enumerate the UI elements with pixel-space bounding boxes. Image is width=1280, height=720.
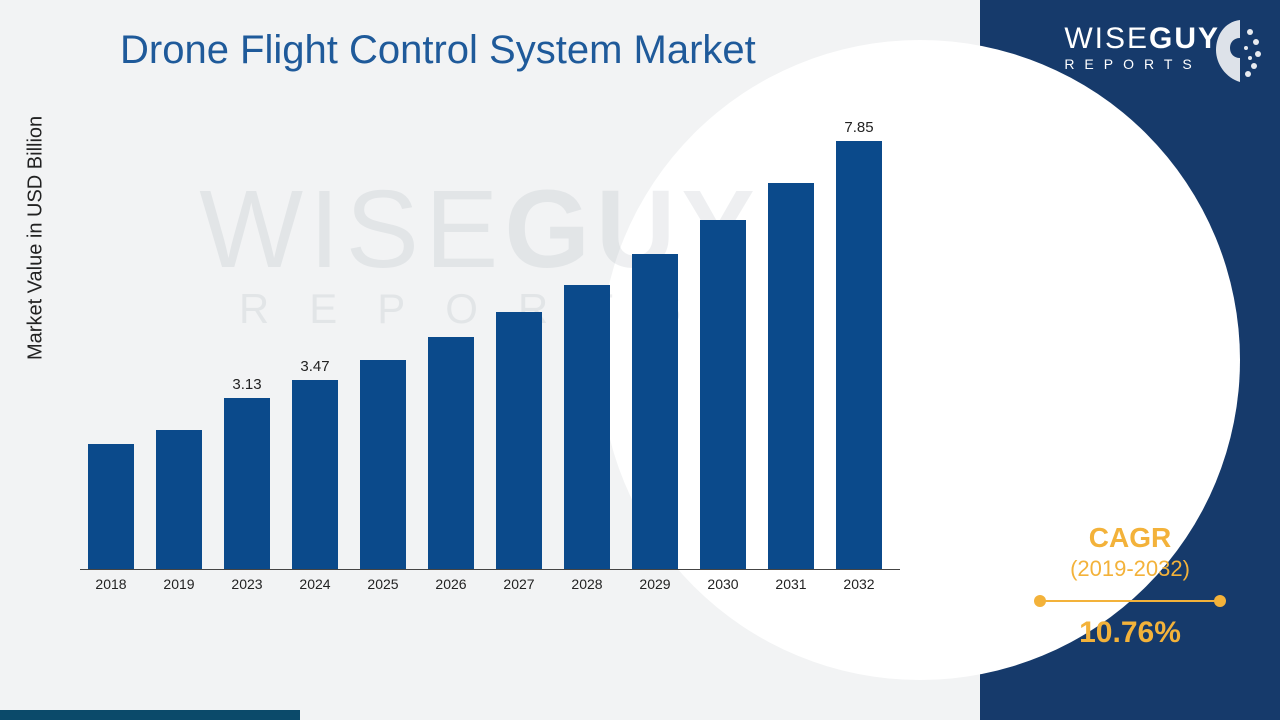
x-category-label: 2029 — [639, 576, 670, 592]
page-title: Drone Flight Control System Market — [120, 28, 756, 73]
bar — [700, 220, 746, 569]
infographic-stage: WISEGUY REPORTS Drone Flight Control Sys… — [0, 0, 1280, 720]
cagr-range: (2019-2032) — [1030, 556, 1230, 582]
bar — [496, 312, 542, 569]
logo-sub: REPORTS — [1064, 56, 1220, 72]
bar-value-label: 7.85 — [844, 119, 873, 136]
x-category-label: 2030 — [707, 576, 738, 592]
x-category-label: 2032 — [843, 576, 874, 592]
x-category-label: 2023 — [231, 576, 262, 592]
bar-value-label: 3.47 — [300, 358, 329, 375]
bar-chart: 3.133.477.85 201820192023202420252026202… — [80, 130, 900, 600]
x-category-label: 2028 — [571, 576, 602, 592]
cagr-divider — [1040, 600, 1220, 602]
bar — [360, 360, 406, 569]
y-axis-label: Market Value in USD Billion — [25, 116, 48, 360]
x-category-label: 2027 — [503, 576, 534, 592]
bar — [836, 141, 882, 569]
bar — [428, 337, 474, 569]
bar — [292, 380, 338, 569]
bar — [156, 430, 202, 569]
x-category-label: 2031 — [775, 576, 806, 592]
logo-text-light: WISE — [1064, 22, 1149, 55]
x-axis-baseline — [80, 569, 900, 570]
bar — [564, 285, 610, 569]
bar — [224, 398, 270, 569]
bar-value-label: 3.13 — [232, 376, 261, 393]
brand-logo: WISEGUY REPORTS — [1064, 24, 1220, 72]
x-category-label: 2025 — [367, 576, 398, 592]
bottom-accent-bar — [0, 710, 300, 720]
cagr-box: CAGR (2019-2032) 10.76% — [1030, 522, 1230, 650]
x-category-label: 2019 — [163, 576, 194, 592]
logo-text-bold: GUY — [1149, 22, 1220, 55]
bar — [632, 254, 678, 569]
x-category-label: 2026 — [435, 576, 466, 592]
bar — [768, 183, 814, 569]
x-category-label: 2024 — [299, 576, 330, 592]
x-category-label: 2018 — [95, 576, 126, 592]
bar — [88, 444, 134, 569]
cagr-title: CAGR — [1030, 522, 1230, 554]
cagr-value: 10.76% — [1030, 616, 1230, 650]
plot-area: 3.133.477.85 — [80, 130, 900, 570]
